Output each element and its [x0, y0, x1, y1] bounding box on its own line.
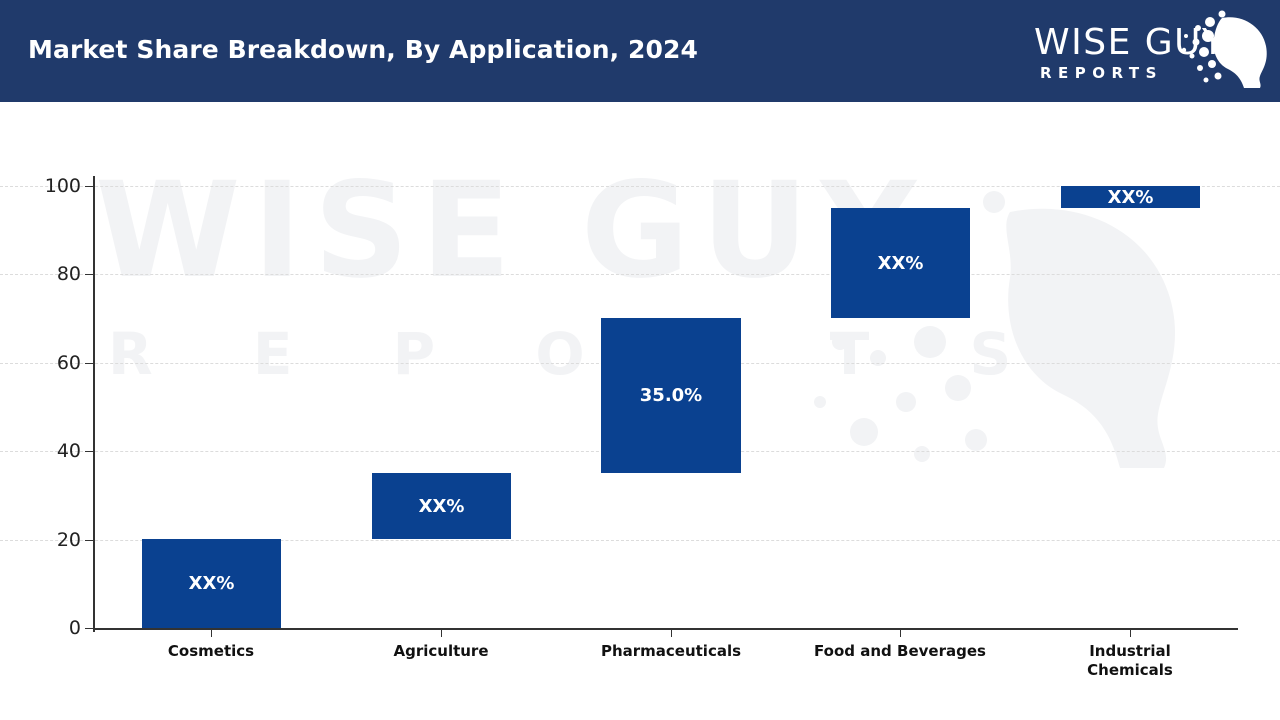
x-tick-mark-industrial-chemicals — [1130, 628, 1131, 637]
bar-label-cosmetics: XX% — [188, 573, 235, 594]
y-tick-label-0: 0 — [68, 617, 81, 639]
x-tick-label-food-and-beverages: Food and Beverages — [814, 642, 986, 660]
bar-cosmetics[interactable]: XX% — [142, 539, 281, 628]
x-tick-mark-pharmaceuticals — [671, 628, 672, 637]
bar-label-pharmaceuticals: 35.0% — [639, 385, 703, 406]
y-tick-label-100: 100 — [44, 175, 81, 197]
x-tick-label-pharmaceuticals: Pharmaceuticals — [600, 642, 742, 660]
page-header: Market Share Breakdown, By Application, … — [0, 0, 1280, 102]
y-tick-label-40: 40 — [56, 440, 81, 462]
gridline-20 — [0, 540, 1280, 541]
y-tick-mark-80 — [85, 274, 93, 275]
bar-label-industrial-chemicals: XX% — [1107, 186, 1154, 208]
wise-guy-reports-logo: WISE GUY REPORTS — [1026, 6, 1274, 96]
gridline-80 — [0, 274, 1280, 275]
gridline-100 — [0, 186, 1280, 187]
bar-food-and-beverages[interactable]: XX% — [831, 208, 970, 318]
watermark-line1: WISE GUY — [95, 154, 929, 308]
logo-head-profile-icon — [1181, 10, 1267, 88]
watermark-line2: R E P O R T S — [108, 320, 1052, 388]
bar-agriculture[interactable]: XX% — [372, 473, 511, 539]
x-tick-label-cosmetics: Cosmetics — [167, 642, 255, 660]
x-tick-mark-agriculture — [441, 628, 442, 637]
logo-reports-text: REPORTS — [1040, 64, 1163, 82]
x-axis-line — [93, 628, 1238, 630]
x-tick-mark-food-and-beverages — [900, 628, 901, 637]
bar-industrial-chemicals[interactable]: XX% — [1061, 186, 1200, 208]
y-tick-mark-100 — [85, 186, 93, 187]
logo-svg: WISE GUY REPORTS — [1034, 10, 1267, 88]
x-tick-label-industrial-chemicals: Industrial Chemicals — [1087, 642, 1173, 680]
page-title: Market Share Breakdown, By Application, … — [28, 35, 699, 64]
bar-label-food-and-beverages: XX% — [877, 252, 924, 274]
x-tick-label-agriculture: Agriculture — [393, 642, 489, 660]
y-tick-mark-40 — [85, 451, 93, 452]
x-tick-mark-cosmetics — [211, 628, 212, 637]
y-tick-label-60: 60 — [56, 352, 81, 374]
y-tick-mark-60 — [85, 363, 93, 364]
chart-container: WISE GUY R E P O R T S — [0, 102, 1280, 720]
bar-label-agriculture: XX% — [418, 495, 465, 517]
y-tick-label-20: 20 — [56, 529, 81, 551]
y-tick-mark-0 — [85, 628, 93, 629]
bar-pharmaceuticals[interactable]: 35.0% — [601, 318, 741, 473]
y-tick-mark-20 — [85, 540, 93, 541]
y-tick-label-80: 80 — [56, 263, 81, 285]
y-axis-line — [93, 176, 95, 632]
